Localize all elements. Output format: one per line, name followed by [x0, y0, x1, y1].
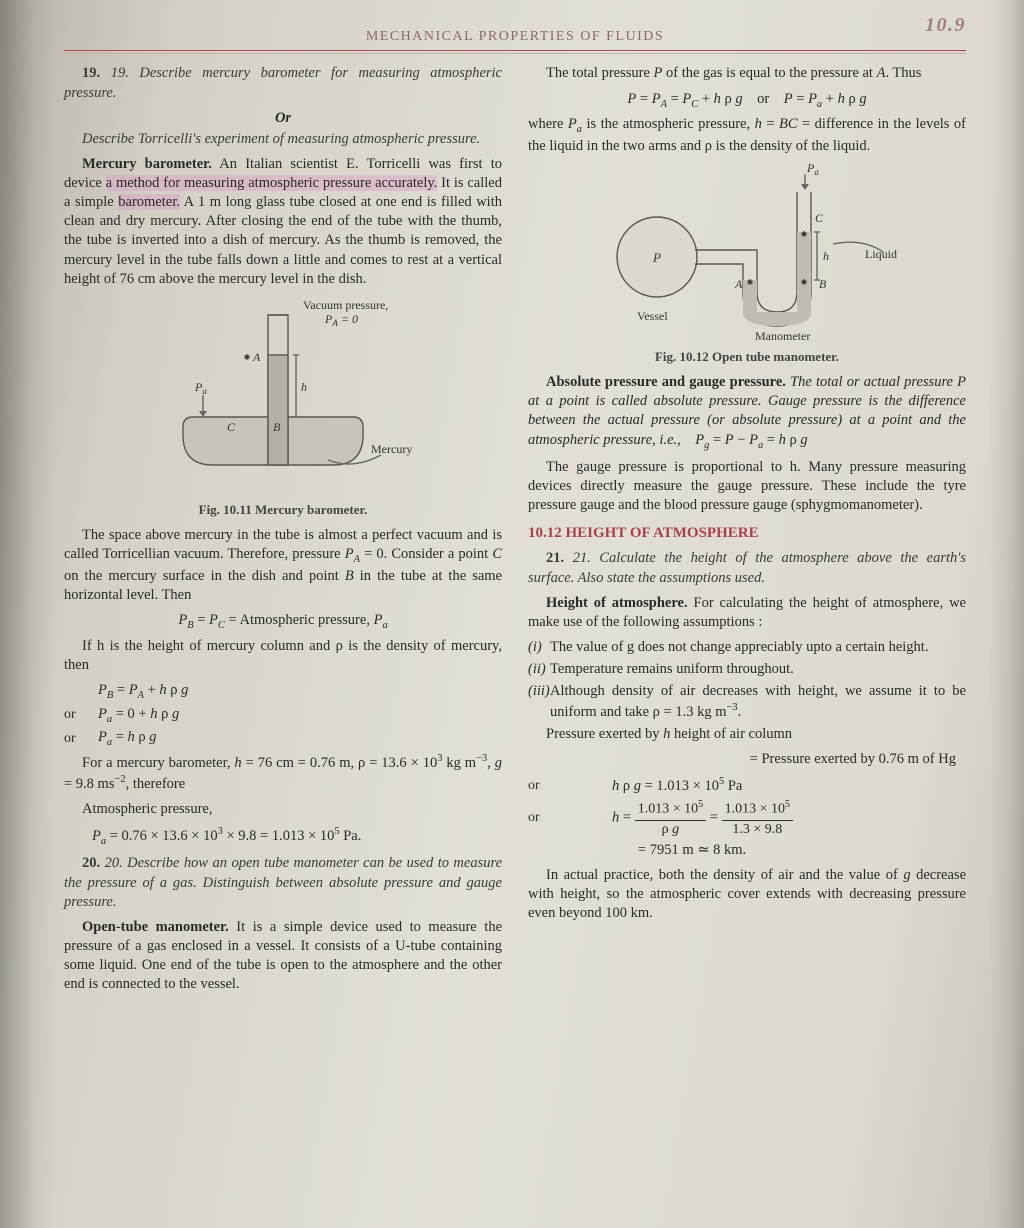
rule-top: [64, 50, 966, 51]
rp5: Height of atmosphere. For calculating th…: [528, 594, 966, 632]
lead-height: Height of atmosphere.: [546, 595, 688, 611]
fig-10-12: P Pa C h B A Liquid Vessel Manometer: [587, 162, 907, 342]
assumption-1: (i)The value of g does not change apprec…: [550, 638, 966, 657]
eq2c: orPa = h ρ g: [64, 728, 502, 750]
svg-text:Manometer: Manometer: [755, 329, 810, 342]
svg-text:C: C: [227, 420, 236, 434]
req6: = 7951 m ≃ 8 km.: [528, 841, 966, 860]
chapter-title: MECHANICAL PROPERTIES OF FLUIDS: [366, 29, 664, 44]
fig-10-11: Vacuum pressure, PA = 0 A h Pa C B Mercu…: [153, 295, 413, 495]
eq2b: orPa = 0 + h ρ g: [64, 705, 502, 727]
running-header: MECHANICAL PROPERTIES OF FLUIDS 10.9: [64, 28, 966, 46]
ror-1: or: [528, 777, 562, 795]
req4: orh ρ g = 1.013 × 105 Pa: [528, 775, 966, 796]
rp1: The total pressure P of the gas is equal…: [528, 64, 966, 83]
two-column-layout: 19. 19. Describe mercury barometer for m…: [64, 64, 966, 1000]
svg-text:A: A: [252, 350, 261, 364]
rp2: where Pa is the atmospheric pressure, h …: [528, 115, 966, 156]
left-column: 19. 19. Describe mercury barometer for m…: [64, 64, 502, 1000]
or-3: or: [64, 730, 98, 748]
q21-text: 21. Calculate the height of the atmosphe…: [528, 550, 966, 585]
rp7: In actual practice, both the density of …: [528, 866, 966, 923]
or-label: Or: [64, 109, 502, 128]
svg-text:Mercury: Mercury: [371, 442, 412, 456]
svg-text:PA = 0: PA = 0: [324, 312, 358, 328]
svg-text:A: A: [734, 277, 743, 291]
svg-text:P: P: [652, 250, 661, 265]
q20-text: 20. Describe how an open tube manometer …: [64, 855, 502, 909]
fig-10-12-caption: Fig. 10.12 Open tube manometer.: [528, 348, 966, 365]
textbook-page: MECHANICAL PROPERTIES OF FLUIDS 10.9 19.…: [0, 0, 1024, 1228]
question-20: 20. 20. Describe how an open tube manome…: [64, 854, 502, 911]
assumptions-list: (i) The value of g does not change apprec…: [528, 638, 966, 722]
svg-text:Liquid: Liquid: [865, 247, 897, 261]
svg-text:h: h: [301, 380, 307, 394]
p3: If h is the height of mercury column and…: [64, 637, 502, 675]
rp4: The gauge pressure is proportional to h.…: [528, 458, 966, 515]
roman-i: (i): [528, 638, 542, 657]
svg-text:Pa: Pa: [806, 162, 819, 177]
page-number: 10.9: [925, 12, 966, 38]
req1: P = PA = PC + h ρ g or P = Pa + h ρ g: [528, 90, 966, 112]
svg-text:B: B: [273, 420, 281, 434]
p4: For a mercury barometer, h = 76 cm = 0.7…: [64, 752, 502, 794]
or-2: or: [64, 706, 98, 724]
lead-abs-gauge: Absolute pressure and gauge pressure.: [546, 374, 786, 390]
svg-text:C: C: [815, 211, 824, 225]
fig-10-11-caption: Fig. 10.11 Mercury barometer.: [64, 501, 502, 518]
q19-text: 19. Describe mercury barometer for measu…: [64, 65, 502, 100]
highlight-2: barometer.: [118, 194, 180, 210]
req3: = Pressure exerted by 0.76 m of Hg: [528, 750, 966, 769]
highlight-1: a method for measuring atmospheric press…: [106, 175, 438, 191]
roman-ii: (ii): [528, 660, 546, 679]
section-10-12: 10.12 HEIGHT OF ATMOSPHERE: [528, 524, 966, 544]
question-21: 21. 21. Calculate the height of the atmo…: [528, 549, 966, 587]
right-column: The total pressure P of the gas is equal…: [528, 64, 966, 1000]
svg-text:h: h: [823, 249, 829, 263]
p2: The space above mercury in the tube is a…: [64, 526, 502, 605]
li2-text: Temperature remains uniform throughout.: [550, 661, 794, 677]
rule-top-2: [64, 53, 966, 54]
mercury-barometer-para: Mercury barometer. An Italian scientist …: [64, 155, 502, 289]
roman-iii: (iii): [528, 682, 550, 701]
eq3: Pa = 0.76 × 13.6 × 103 × 9.8 = 1.013 × 1…: [64, 825, 502, 848]
question-19: 19. 19. Describe mercury barometer for m…: [64, 64, 502, 102]
rp6: Pressure exerted by h height of air colu…: [528, 725, 966, 744]
lead-open-tube: Open-tube manometer.: [82, 919, 229, 935]
li1-text: The value of g does not change appreciab…: [550, 639, 928, 655]
assumption-3: (iii)Although density of air decreases w…: [550, 682, 966, 722]
req5: or h = 1.013 × 105ρ g = 1.013 × 1051.3 ×…: [528, 798, 966, 839]
eq-pb-pc: PB = PC = Atmospheric pressure, Pa: [64, 611, 502, 633]
rp3: Absolute pressure and gauge pressure. Th…: [528, 373, 966, 452]
question-19b: Describe Torricelli's experiment of meas…: [64, 130, 502, 149]
svg-text:Pa: Pa: [194, 380, 207, 396]
p5: Atmospheric pressure,: [64, 800, 502, 819]
lead-1: Mercury barometer.: [82, 156, 212, 172]
ror-2: or: [528, 809, 562, 827]
assumption-2: (ii)Temperature remains uniform througho…: [550, 660, 966, 679]
vacuum-label: Vacuum pressure,: [303, 298, 388, 312]
svg-text:B: B: [819, 277, 827, 291]
p6: Open-tube manometer. It is a simple devi…: [64, 918, 502, 995]
svg-text:Vessel: Vessel: [637, 309, 668, 323]
eq2a: PB = PA + h ρ g: [64, 681, 502, 703]
